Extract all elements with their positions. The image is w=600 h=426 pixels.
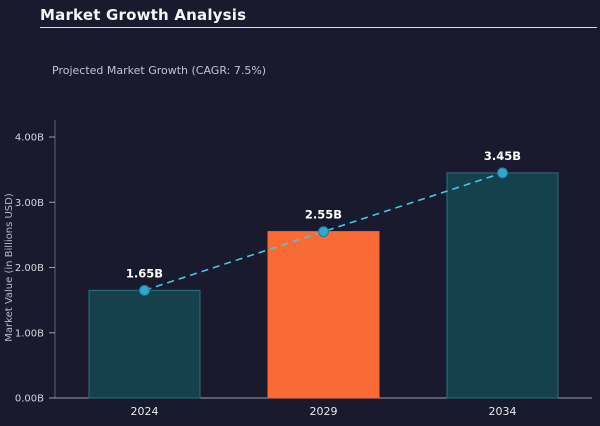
- trend-marker: [497, 167, 508, 179]
- y-axis-title: Market Value (in Billions USD): [4, 193, 15, 342]
- trend-marker: [139, 284, 150, 296]
- title-underline: [40, 27, 597, 28]
- trend-marker: [318, 226, 329, 238]
- x-tick-label: 2034: [489, 405, 517, 418]
- bar-2034: [446, 172, 559, 399]
- value-label: 1.65B: [126, 266, 163, 280]
- bar-2024: [88, 289, 201, 399]
- value-label: 2.55B: [305, 208, 342, 222]
- x-tick-label: 2029: [310, 405, 338, 418]
- y-tick-label: 2.00B: [15, 263, 44, 274]
- y-tick-label: 0.00B: [15, 394, 44, 405]
- chart-title: Market Growth Analysis: [40, 6, 247, 24]
- growth-chart: 0.00B 1.00B 2.00B 3.00B 4.00B 2024 2029 2034 1.6…: [4, 120, 592, 418]
- y-tick-label: 3.00B: [15, 198, 44, 209]
- y-tick-label: 4.00B: [15, 133, 44, 144]
- x-tick-label: 2024: [131, 405, 159, 418]
- bar-2029: [267, 231, 380, 399]
- chart-subtitle: Projected Market Growth (CAGR: 7.5%): [52, 64, 267, 77]
- value-label: 3.45B: [484, 149, 521, 163]
- y-tick-label: 1.00B: [15, 328, 44, 339]
- trend-line: [144, 172, 503, 292]
